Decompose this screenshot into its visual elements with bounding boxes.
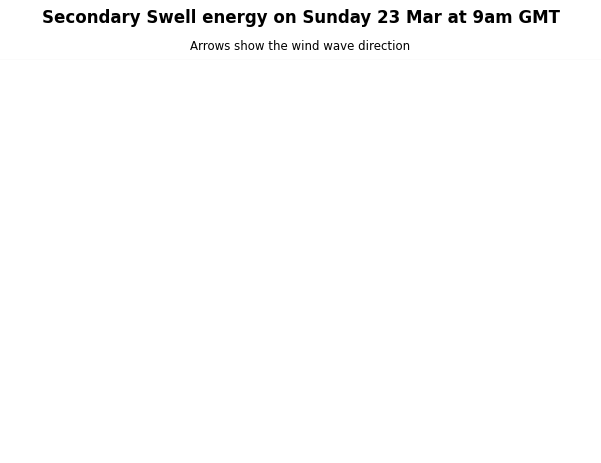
Text: cartopy required: cartopy required	[243, 255, 358, 269]
Text: Secondary Swell energy on Sunday 23 Mar at 9am GMT: Secondary Swell energy on Sunday 23 Mar …	[41, 9, 560, 27]
Text: Arrows show the wind wave direction: Arrows show the wind wave direction	[191, 40, 410, 53]
